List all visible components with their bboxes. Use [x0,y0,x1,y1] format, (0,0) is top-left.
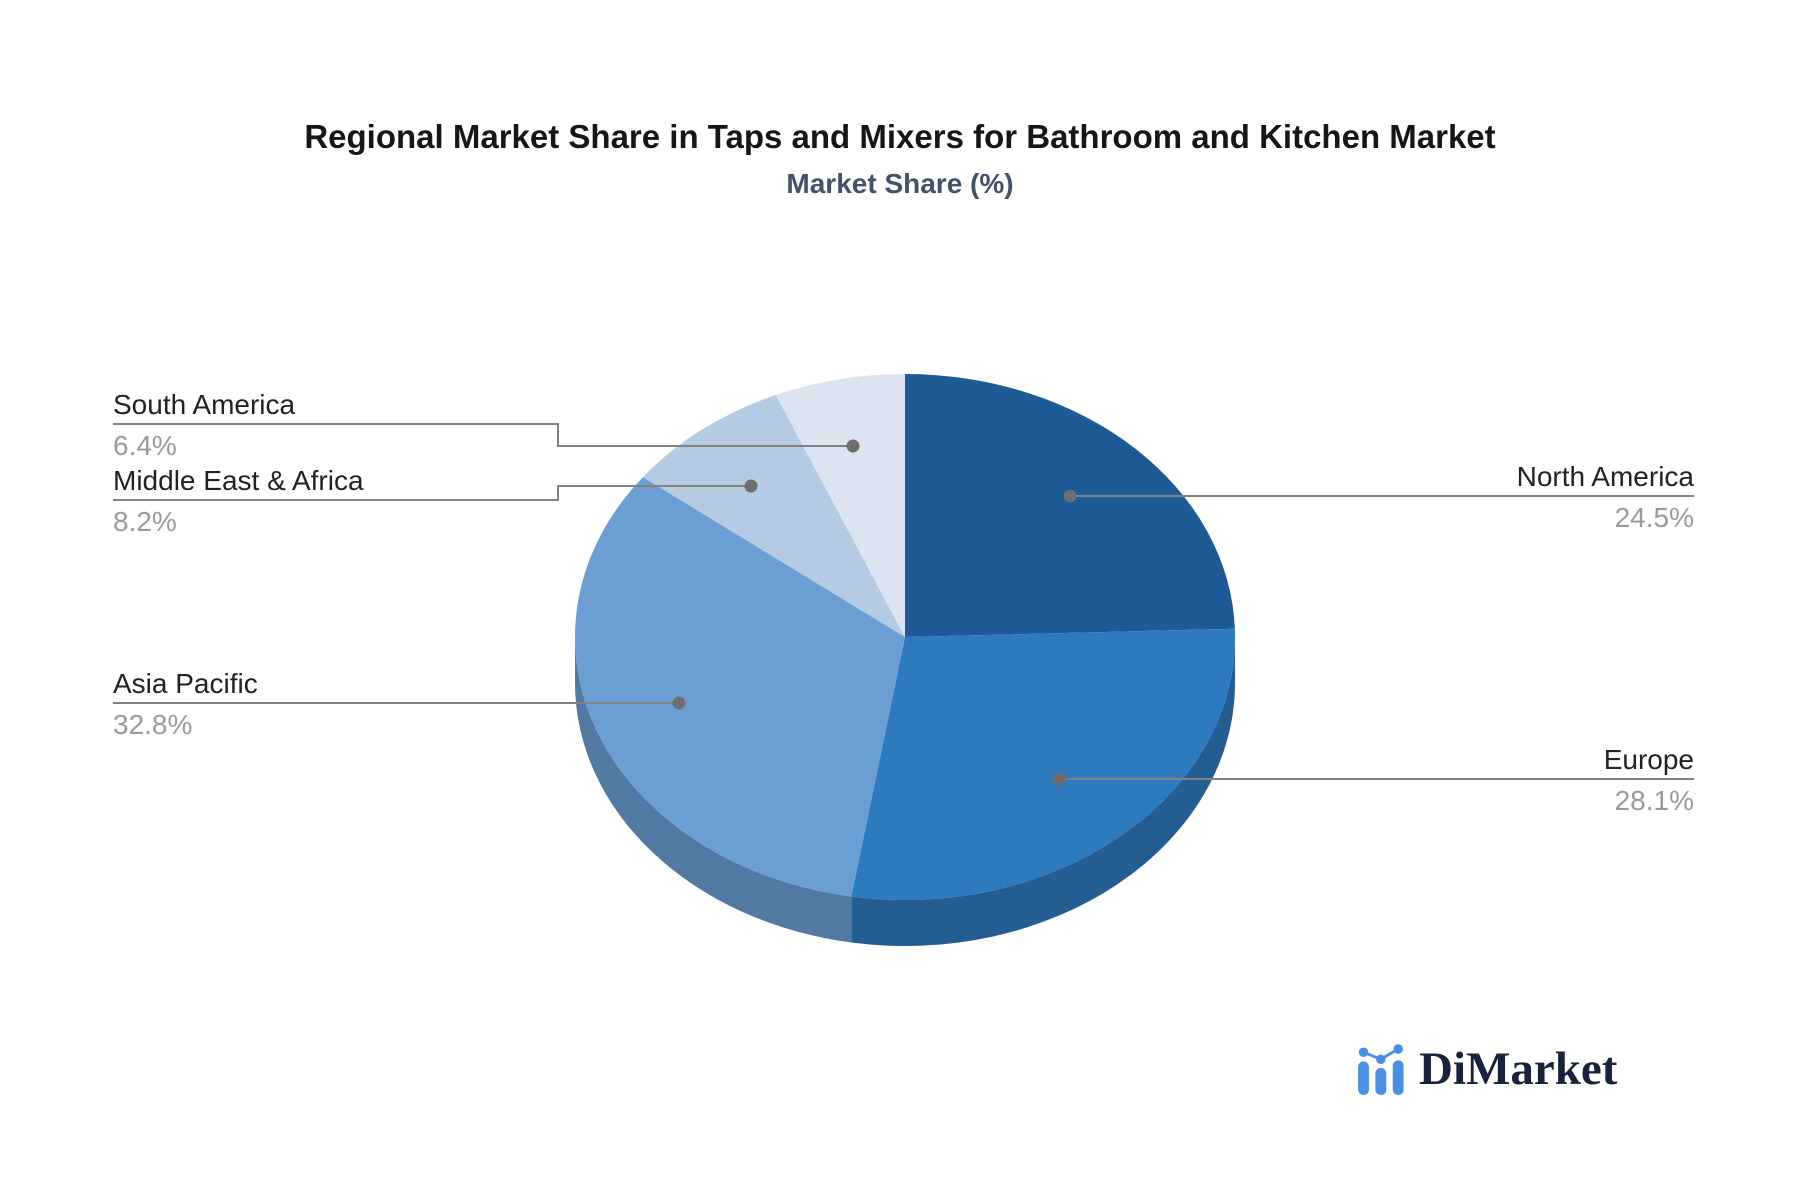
leader-dot-middle-east-africa [744,479,758,493]
chart-title: Regional Market Share in Taps and Mixers… [304,118,1496,155]
pie-slice-side-europe [851,637,1236,947]
pie-slice-europe [851,628,1236,901]
slice-label-value: 28.1% [1614,785,1694,816]
pie-slice-middle-east-africa [642,394,905,637]
slice-label-text: Asia Pacific [113,668,258,699]
leader-dot-asia-pacific [672,696,686,710]
pie-slice-north-america [905,374,1235,637]
bar-chart-trend-icon [1358,1044,1404,1095]
slice-label-asia-pacific: Asia Pacific 32.8% [113,667,258,740]
slice-label-north-america: North America 24.5% [1517,460,1694,533]
slice-label-value: 32.8% [113,709,193,740]
leader-dot-south-america [846,439,860,453]
slice-label-middle-east-africa: Middle East & Africa 8.2% [113,464,364,537]
leader-dot-north-america [1063,489,1077,503]
leader-dot-europe [1052,772,1066,786]
slice-label-text: South America [113,389,296,420]
slice-label-text: Europe [1603,744,1694,775]
leader-line-middle-east-africa [113,485,751,501]
pie-slice-side-asia-pacific [575,637,852,943]
slice-label-value: 24.5% [1614,502,1694,533]
slice-label-value: 6.4% [113,430,177,461]
leader-line-south-america [113,423,853,447]
chart-subtitle: Market Share (%) [786,168,1014,199]
pie-slice-asia-pacific [574,477,905,897]
slice-label-europe: Europe 28.1% [1604,743,1694,816]
brand-logo-text: DiMarket [1419,1043,1618,1095]
slice-label-south-america: South America 6.4% [113,388,295,461]
slice-label-value: 8.2% [113,506,177,537]
slice-label-text: North America [1516,461,1694,492]
brand-logo: DiMarket [1358,1038,1617,1100]
pie-slice-south-america [775,374,905,637]
slice-label-text: Middle East & Africa [113,465,364,496]
